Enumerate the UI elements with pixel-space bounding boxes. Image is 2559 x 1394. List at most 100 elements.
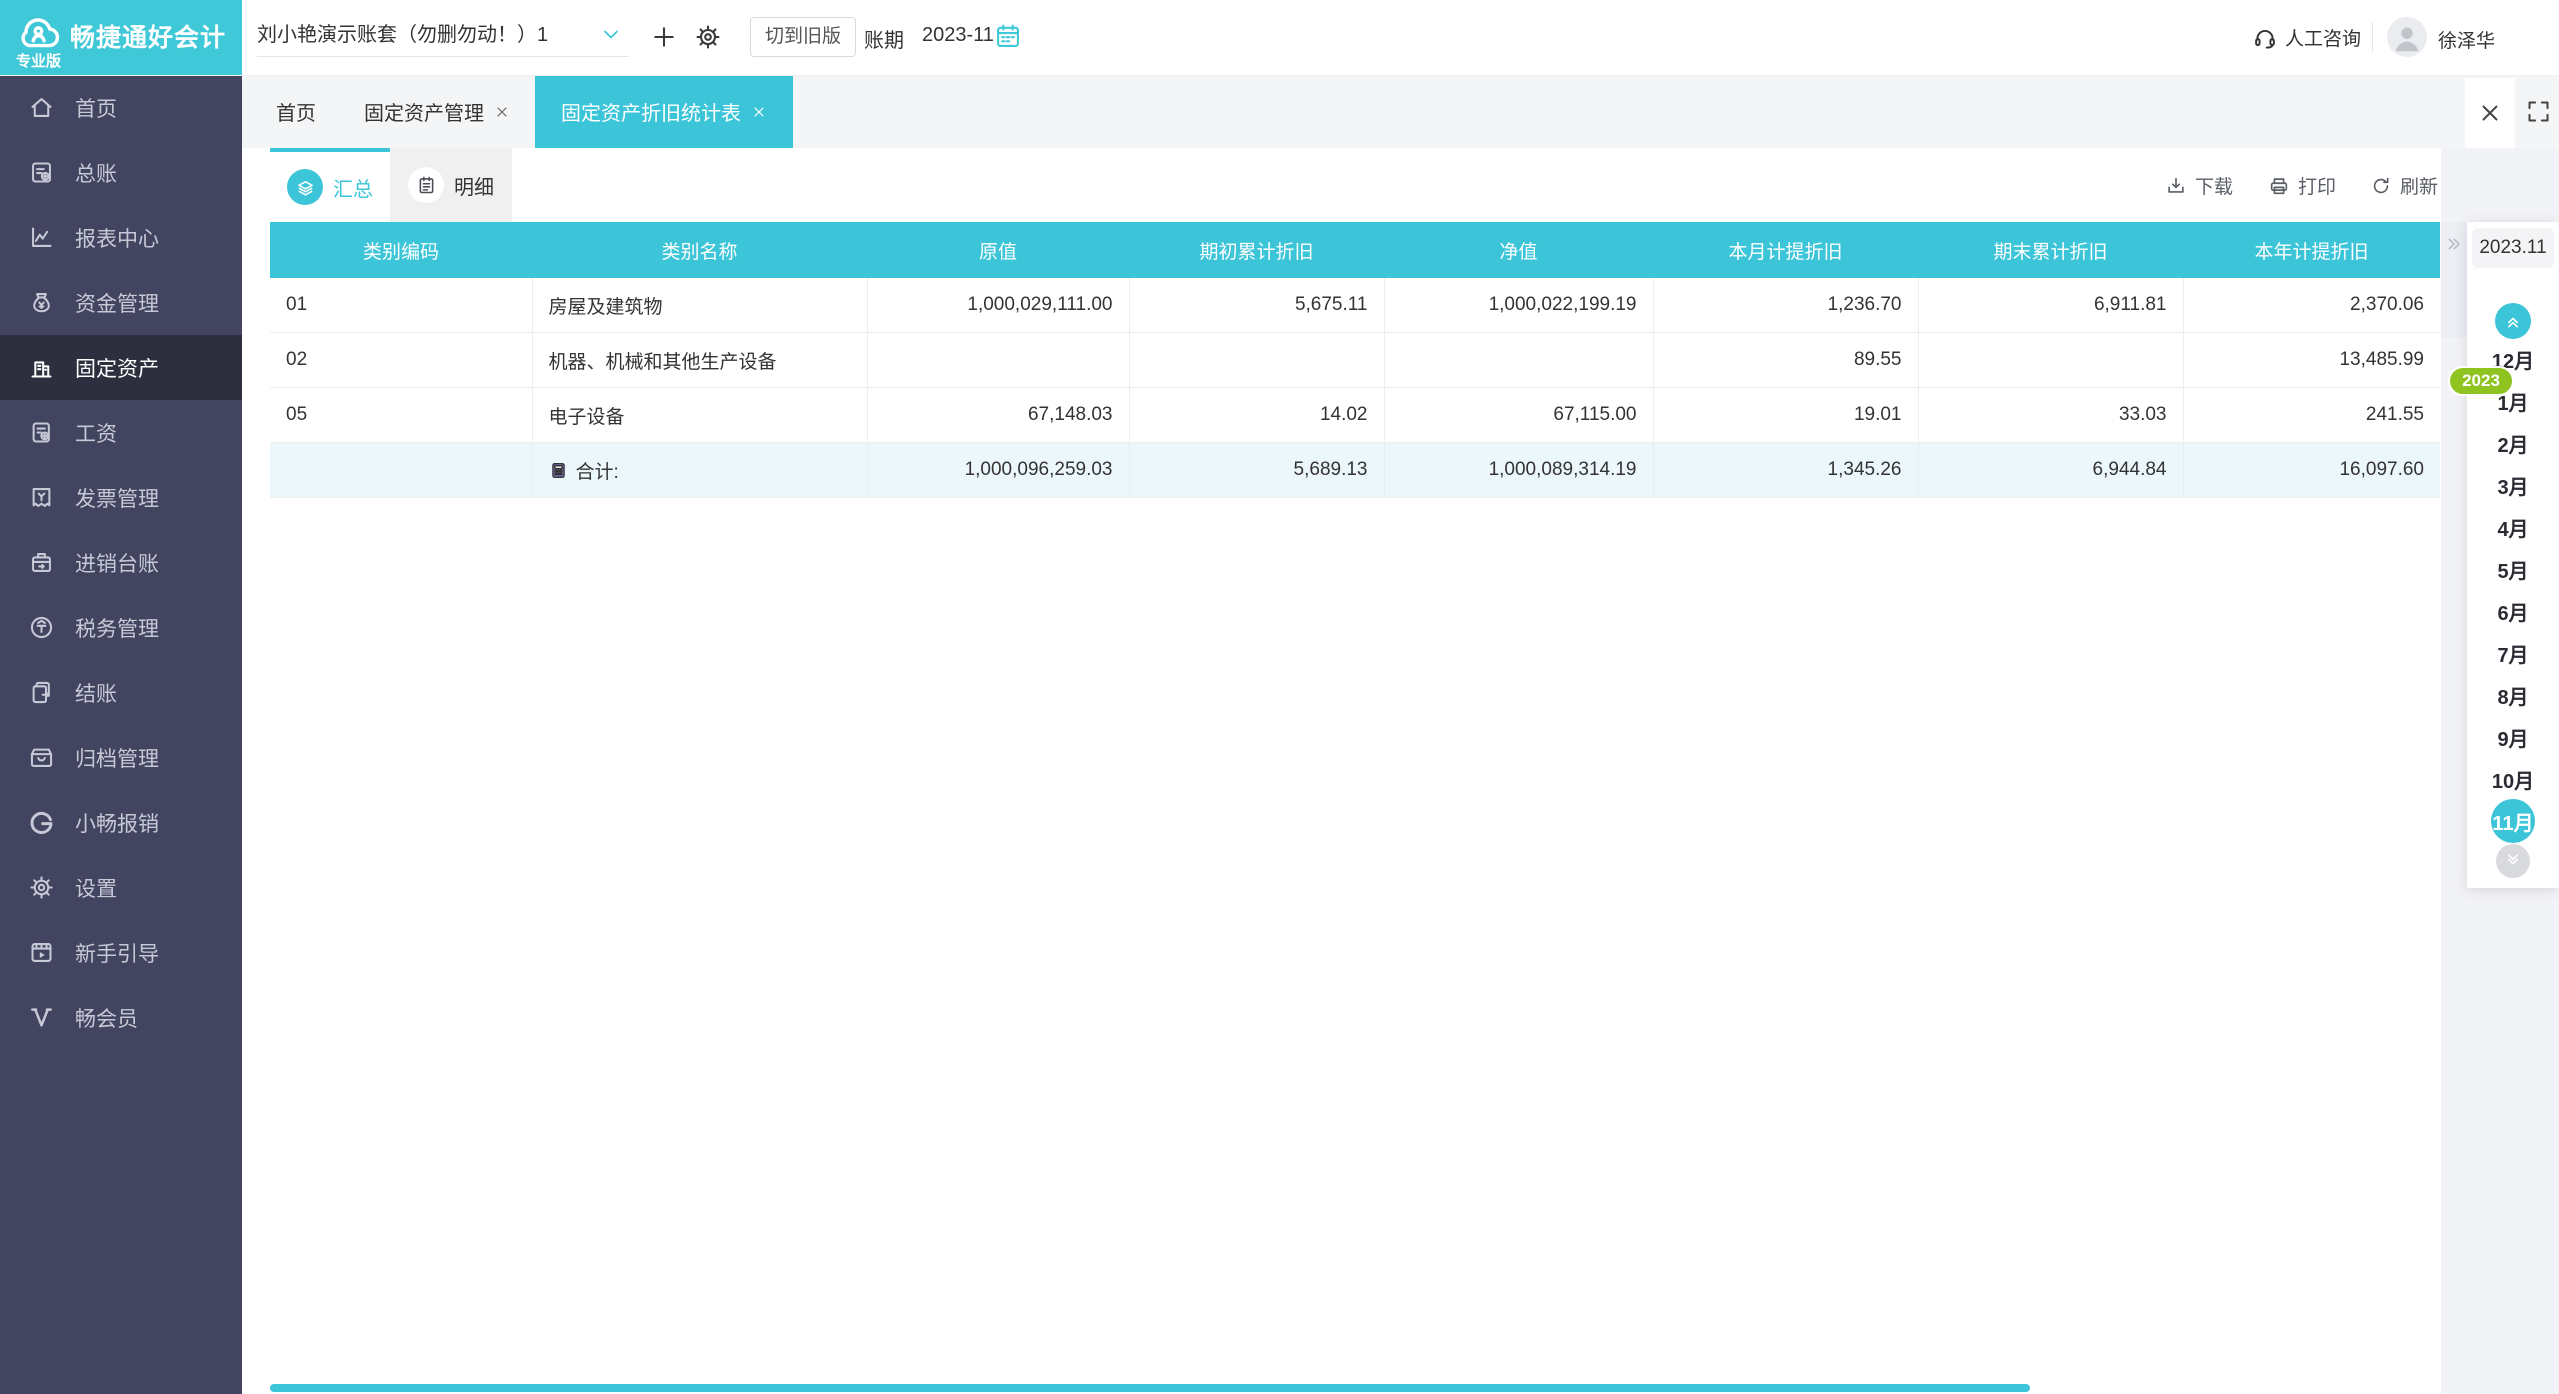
month-item-aug[interactable]: 8月 (2497, 686, 2529, 709)
tab-close-icon[interactable] (751, 104, 767, 120)
settings-gear-icon[interactable] (694, 23, 722, 51)
scroll-months-up-button[interactable] (2495, 303, 2531, 339)
month-item-sep[interactable]: 9月 (2497, 728, 2529, 751)
summary-layers-icon (287, 169, 323, 205)
building-icon (31, 361, 52, 378)
sidebar-item-settings[interactable]: 设置 (0, 855, 242, 920)
col-header-category-name: 类别名称 (532, 222, 867, 278)
year-badge: 2023 (2448, 366, 2514, 396)
username[interactable]: 徐泽华 (2438, 31, 2496, 52)
chevron-down-icon (604, 30, 618, 39)
col-header-begin-accumulated: 期初累计折旧 (1129, 222, 1384, 278)
live-support-button[interactable]: 人工咨询 (2252, 24, 2361, 51)
expense-icon (30, 812, 53, 834)
month-list: 12月 1月 2月 3月 4月 5月 6月 7月 8月 9月 10月 11月 (2467, 338, 2559, 843)
sidebar-item-fixed-assets[interactable]: 固定资产 (0, 335, 242, 400)
switch-to-old-version-button[interactable]: 切到旧版 (750, 17, 857, 57)
sidebar-item-archive-management[interactable]: 归档管理 (0, 725, 242, 790)
cloud-logo-icon (21, 18, 60, 48)
sidebar-item-beginner-guide[interactable]: 新手引导 (0, 920, 242, 985)
sidebar-item-home[interactable]: 首页 (0, 75, 242, 140)
period-value: 2023-11 (922, 24, 994, 46)
month-item-feb[interactable]: 2月 (2497, 434, 2529, 457)
current-period-box: 2023.11 (2472, 228, 2554, 268)
depreciation-table: 类别编码 类别名称 原值 期初累计折旧 净值 本月计提折旧 期末累计折旧 本年计… (270, 222, 2440, 498)
sidebar-item-invoice-management[interactable]: 发票管理 (0, 465, 242, 530)
archive-icon (30, 748, 53, 767)
sidebar-item-payroll[interactable]: 工资 (0, 400, 242, 465)
sidebar-item-general-ledger[interactable]: 总账 (0, 140, 242, 205)
brand-edition: 专业版 (16, 53, 62, 70)
account-name: 刘小艳演示账套（勿删勿动！）1 (257, 24, 549, 46)
tab-home[interactable]: 首页 (276, 103, 316, 125)
scroll-months-down-button[interactable] (2496, 844, 2530, 878)
topbar-divider (2372, 22, 2373, 52)
add-account-set-icon[interactable] (650, 23, 678, 51)
tab-fixed-asset-management[interactable]: 固定资产管理 (348, 75, 526, 148)
month-item-jul[interactable]: 7月 (2497, 644, 2529, 667)
topbar: 畅捷通好会计 专业版 刘小艳演示账套（勿删勿动！）1 切到旧版 账期 2023-… (0, 0, 2559, 76)
col-header-end-accumulated: 期末累计折旧 (1918, 222, 2183, 278)
sidebar-item-tax-management[interactable]: 税务管理 (0, 595, 242, 660)
download-button[interactable]: 下载 (2165, 172, 2233, 199)
download-icon (2168, 177, 2184, 193)
horizontal-scrollbar[interactable] (270, 1384, 2030, 1392)
close-all-tabs-button[interactable] (2465, 78, 2515, 148)
sidebar-nav: 首页 总账 报表中心 资金管理 固定资产 工资 发票管理 进销台 (0, 75, 242, 1394)
calendar-icon[interactable] (994, 22, 1022, 50)
payroll-icon (32, 422, 50, 443)
report-chart-icon (32, 227, 52, 247)
col-header-original-value: 原值 (867, 222, 1129, 278)
sidebar-item-closing[interactable]: 结账 (0, 660, 242, 725)
sidebar-item-xiaochang-expense[interactable]: 小畅报销 (0, 790, 242, 855)
detail-list-icon (408, 167, 444, 203)
table-row: 01 房屋及建筑物 1,000,029,111.00 5,675.11 1,00… (270, 278, 2440, 333)
month-item-jan[interactable]: 1月 (2497, 392, 2529, 415)
sidebar-item-fund-management[interactable]: 资金管理 (0, 270, 242, 335)
tab-depreciation-report[interactable]: 固定资产折旧统计表 (535, 75, 793, 148)
month-item-mar[interactable]: 3月 (2497, 476, 2529, 499)
month-item-may[interactable]: 5月 (2497, 560, 2529, 583)
tab-close-icon[interactable] (494, 104, 510, 120)
tax-icon (30, 616, 53, 639)
table-header-row: 类别编码 类别名称 原值 期初累计折旧 净值 本月计提折旧 期末累计折旧 本年计… (270, 222, 2440, 278)
collapse-panel-button[interactable] (2441, 222, 2467, 338)
double-chevron-up-icon (2508, 317, 2518, 328)
inventory-icon (32, 553, 51, 572)
guide-video-icon (31, 943, 52, 962)
table-total-row: 合计: 1,000,096,259.03 5,689.13 1,000,089,… (270, 442, 2440, 498)
month-item-nov-active[interactable]: 11月 (2467, 799, 2559, 843)
refresh-button[interactable]: 刷新 (2370, 172, 2438, 199)
sidebar-item-chang-member[interactable]: 畅会员 (0, 985, 242, 1050)
brand-logo-block[interactable]: 畅捷通好会计 专业版 (0, 0, 242, 75)
print-button[interactable]: 打印 (2268, 172, 2336, 199)
total-label: 合计: (575, 461, 619, 483)
report-toolbar: 汇总 明细 下载 打印 刷新 (242, 148, 2441, 222)
fullscreen-icon[interactable] (2525, 98, 2552, 125)
sidebar-item-report-center[interactable]: 报表中心 (0, 205, 242, 270)
ledger-icon (32, 162, 51, 183)
month-item-oct[interactable]: 10月 (2491, 770, 2535, 793)
view-tab-detail[interactable]: 明细 (390, 148, 512, 222)
member-v-icon (31, 1008, 52, 1027)
print-icon (2270, 177, 2288, 194)
double-chevron-right-icon (2448, 238, 2460, 250)
month-item-jun[interactable]: 6月 (2497, 602, 2529, 625)
table-row: 02 机器、机械和其他生产设备 89.55 13,485.99 (270, 332, 2440, 388)
user-avatar[interactable] (2387, 17, 2427, 57)
col-header-category-code: 类别编码 (270, 222, 532, 278)
account-selector[interactable]: 刘小艳演示账套（勿删勿动！）1 (257, 12, 629, 57)
refresh-icon (2373, 177, 2389, 193)
sidebar-item-purchase-sales-ledger[interactable]: 进销台账 (0, 530, 242, 595)
home-icon (31, 98, 52, 117)
view-tab-summary[interactable]: 汇总 (270, 148, 390, 222)
month-item-apr[interactable]: 4月 (2497, 518, 2529, 541)
col-header-year-depreciation: 本年计提折旧 (2183, 222, 2440, 278)
money-bag-icon (33, 293, 50, 313)
period-month-panel: 2023.11 2023 12月 1月 2月 3月 4月 5月 6月 7月 8月… (2448, 222, 2559, 888)
person-icon (2395, 27, 2419, 52)
document-tabbar: 首页 固定资产管理 固定资产折旧统计表 (242, 75, 2559, 148)
calculator-icon (551, 462, 565, 478)
gear-icon (30, 876, 53, 899)
